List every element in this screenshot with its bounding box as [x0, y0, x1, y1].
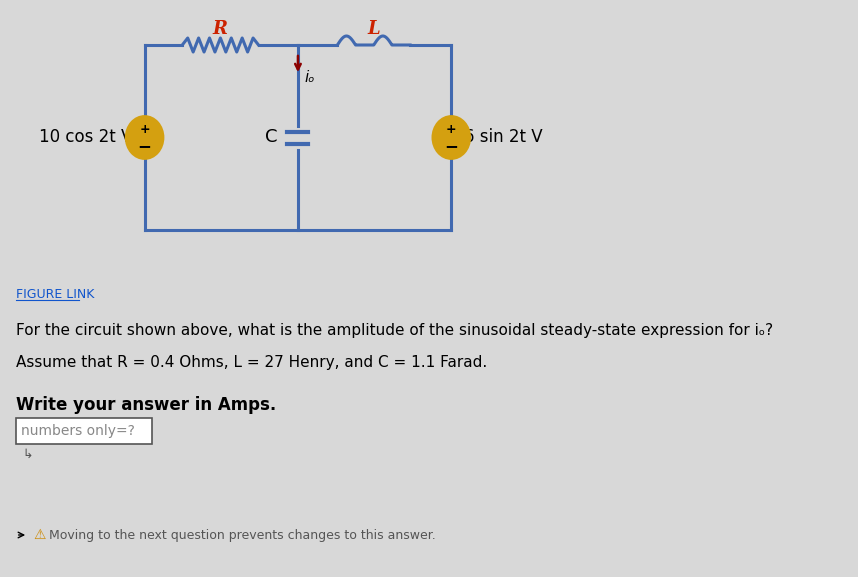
Text: iₒ: iₒ	[304, 70, 315, 85]
Text: C: C	[265, 129, 278, 147]
Text: 6 sin 2t V: 6 sin 2t V	[463, 129, 542, 147]
Text: ↳: ↳	[23, 448, 33, 460]
Circle shape	[433, 117, 469, 159]
Text: FIGURE LINK: FIGURE LINK	[15, 288, 94, 302]
Text: For the circuit shown above, what is the amplitude of the sinusoidal steady-stat: For the circuit shown above, what is the…	[15, 323, 773, 338]
Circle shape	[126, 117, 163, 159]
FancyBboxPatch shape	[15, 418, 152, 444]
Text: L: L	[367, 20, 379, 38]
Text: Write your answer in Amps.: Write your answer in Amps.	[15, 396, 276, 414]
Text: Assume that R = 0.4 Ohms, L = 27 Henry, and C = 1.1 Farad.: Assume that R = 0.4 Ohms, L = 27 Henry, …	[15, 354, 487, 369]
Text: R: R	[213, 20, 227, 38]
Text: ⚠: ⚠	[33, 528, 45, 542]
Text: −: −	[444, 137, 458, 155]
Text: +: +	[139, 123, 150, 136]
Text: −: −	[137, 137, 152, 155]
Text: 10 cos 2t V: 10 cos 2t V	[39, 129, 132, 147]
Text: +: +	[446, 123, 456, 136]
Text: numbers only=?: numbers only=?	[21, 424, 135, 438]
Text: Moving to the next question prevents changes to this answer.: Moving to the next question prevents cha…	[49, 529, 436, 541]
